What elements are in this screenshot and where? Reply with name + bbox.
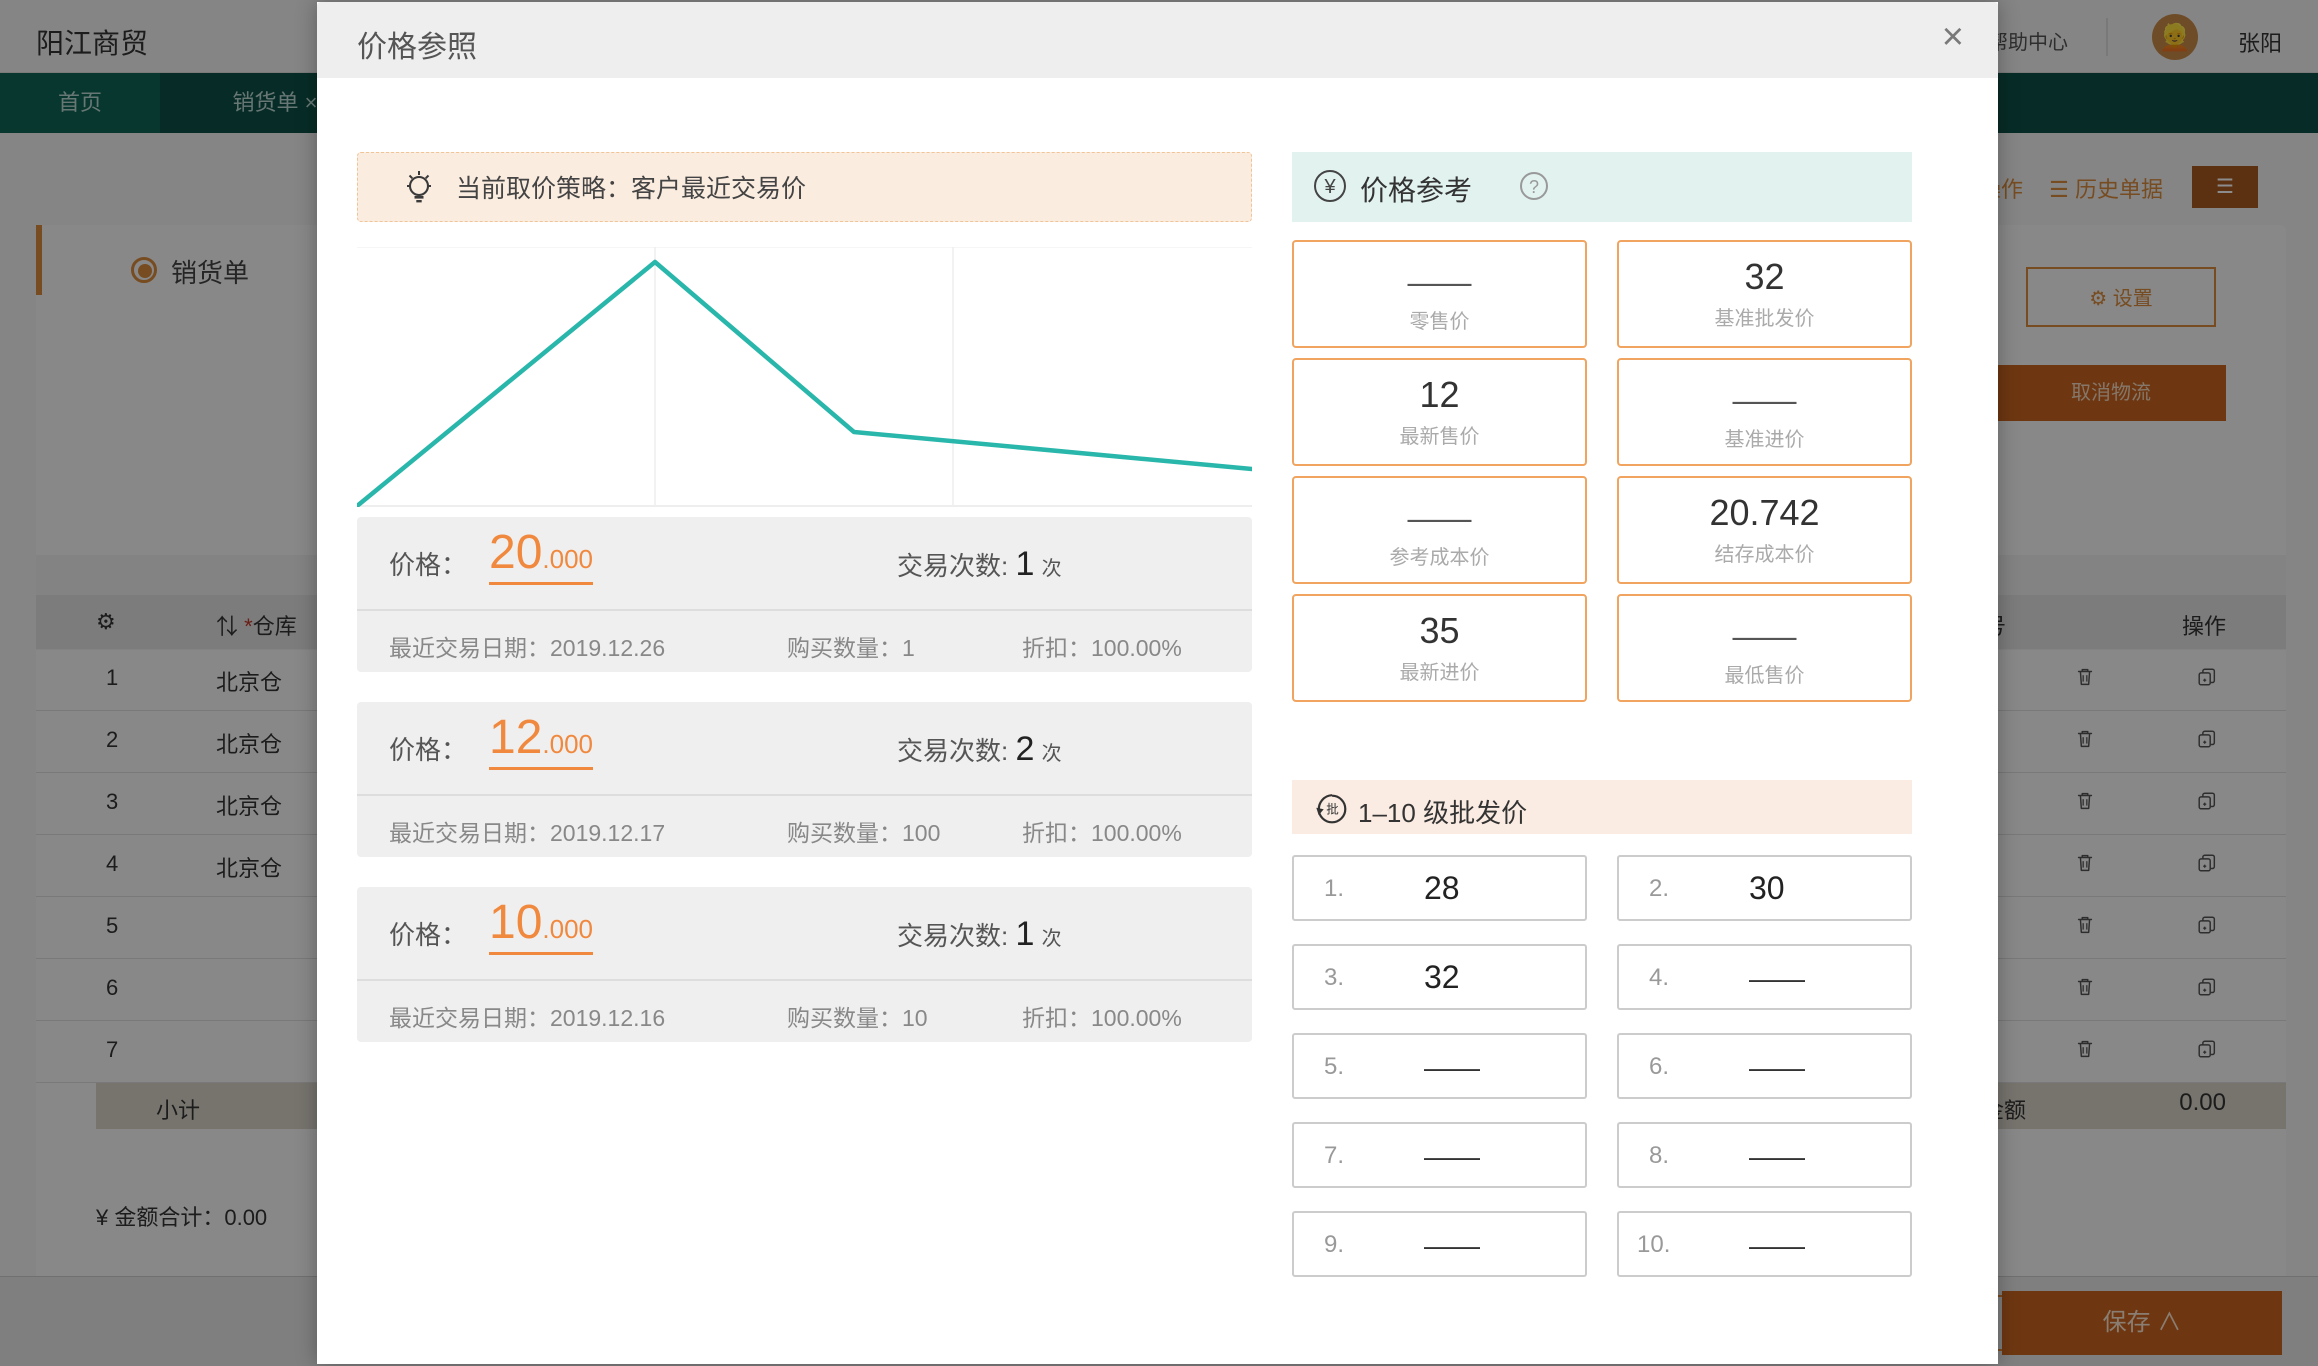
svg-text:批: 批 bbox=[1326, 802, 1339, 817]
